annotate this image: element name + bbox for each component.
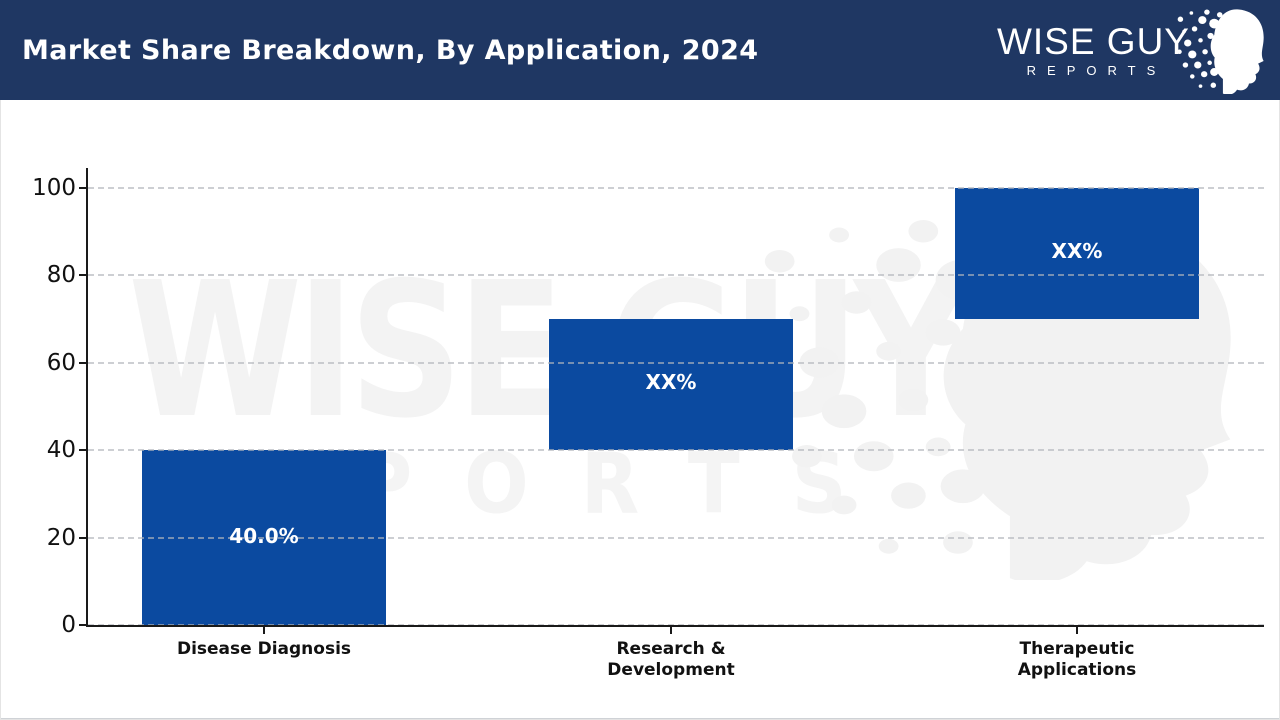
y-axis-tick	[79, 624, 88, 626]
brand-subtitle: REPORTS	[1026, 62, 1167, 78]
gridline	[88, 449, 1264, 451]
header-bar: Market Share Breakdown, By Application, …	[0, 0, 1280, 100]
gridline	[88, 536, 1264, 539]
x-axis-spine	[86, 625, 1264, 627]
gridline	[88, 186, 1264, 189]
y-axis-tick	[79, 361, 88, 364]
x-category-label: Research & Development	[607, 639, 735, 680]
brand-wordmark: WISE GUY REPORTS	[997, 23, 1190, 78]
page-title: Market Share Breakdown, By Application, …	[22, 34, 759, 66]
bar-3	[955, 187, 1199, 319]
x-category-label: Disease Diagnosis	[176, 639, 352, 659]
x-category-label: Therapeutic Applications	[1017, 639, 1137, 680]
y-axis-tick	[79, 536, 88, 539]
y-tick-label: 60	[46, 349, 76, 376]
gridline	[88, 274, 1264, 276]
y-tick-label: 20	[46, 524, 76, 551]
bar-value-label: XX%	[645, 370, 697, 395]
y-tick-label: 40	[46, 437, 76, 463]
y-axis-tick	[79, 449, 88, 451]
brand-logo: WISE GUY REPORTS	[997, 6, 1280, 94]
gridline	[88, 361, 1264, 364]
x-axis-tick	[670, 627, 672, 634]
y-tick-label: 100	[32, 174, 76, 201]
brand-name: WISE GUY	[996, 20, 1190, 62]
bar-2	[549, 318, 793, 450]
y-axis-tick	[79, 274, 88, 276]
bar-value-label: XX%	[1051, 239, 1103, 264]
y-axis-tick	[79, 186, 88, 189]
x-axis-tick	[1076, 627, 1078, 634]
bar-value-label: 40.0%	[229, 523, 299, 548]
x-axis-tick	[263, 627, 265, 634]
y-tick-label: 0	[61, 612, 76, 638]
y-tick-label: 80	[46, 262, 76, 288]
y-axis-spine	[86, 168, 88, 627]
